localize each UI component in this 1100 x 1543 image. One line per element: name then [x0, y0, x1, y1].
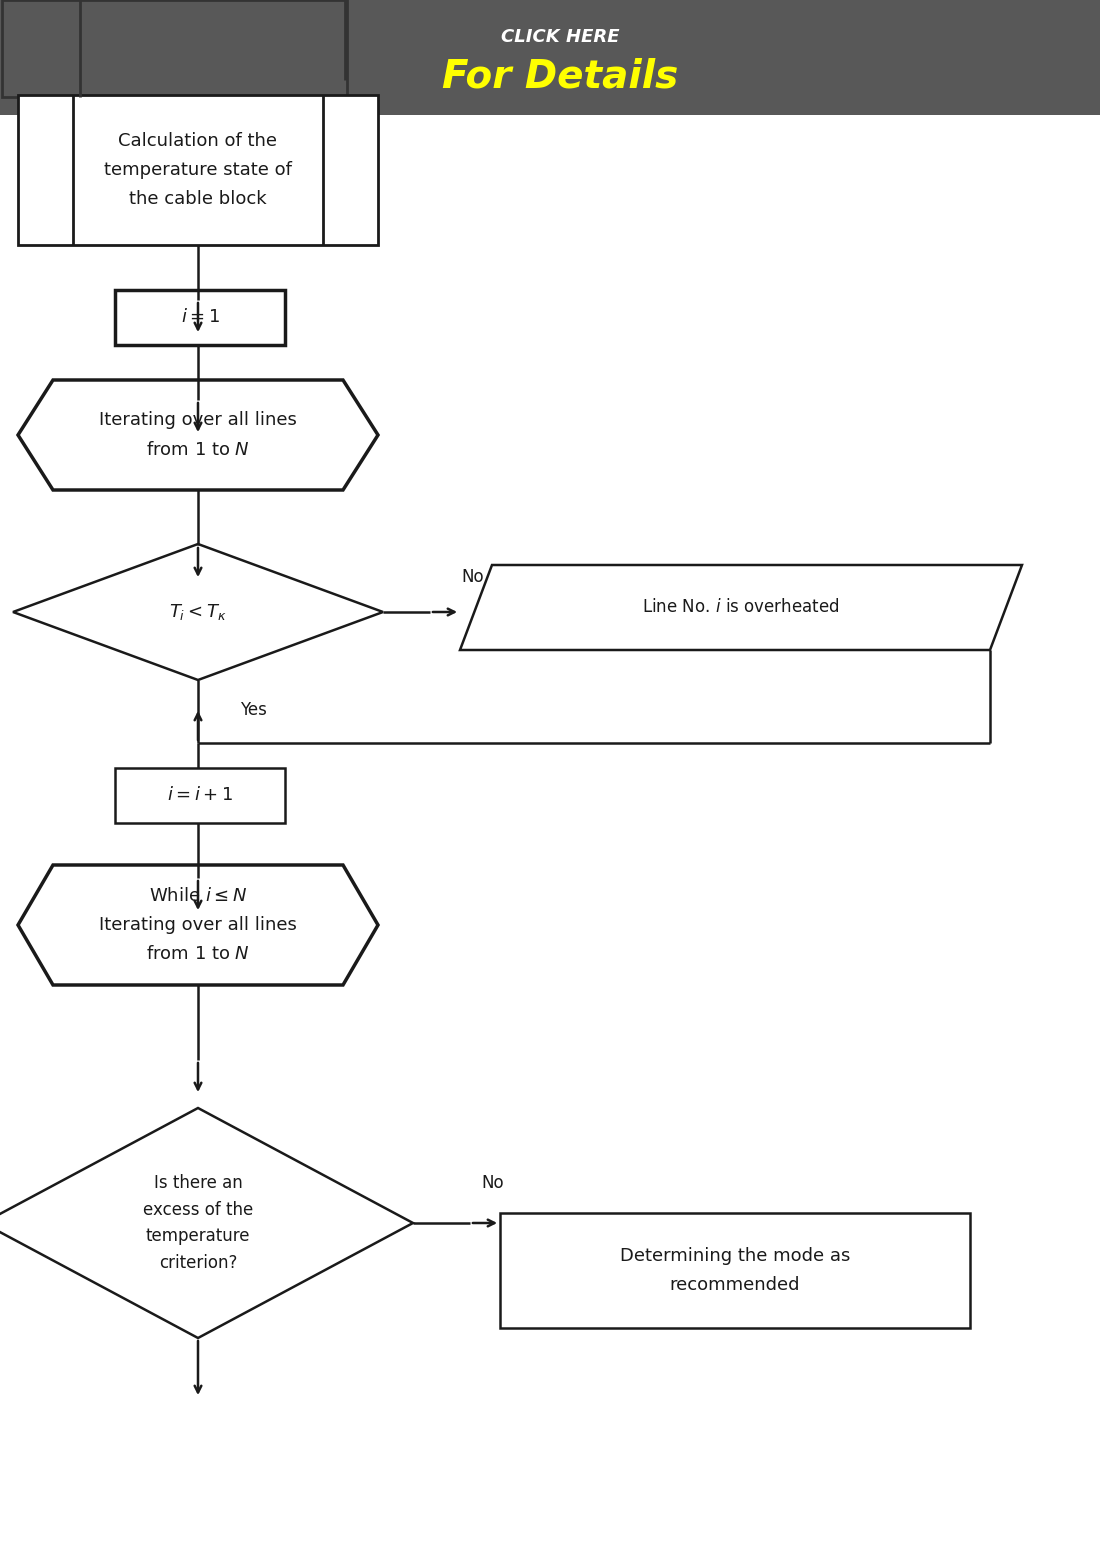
Bar: [2, 0, 346, 97]
Bar: [116, 290, 285, 346]
Text: No: No: [482, 1174, 504, 1193]
Text: Determining the mode as
recommended: Determining the mode as recommended: [619, 1247, 850, 1295]
Text: $T_i<T_\kappa$: $T_i<T_\kappa$: [169, 602, 227, 622]
Text: $i=1$: $i=1$: [180, 309, 219, 327]
Text: No: No: [462, 568, 484, 586]
Polygon shape: [18, 380, 378, 491]
Text: Iterating over all lines
from 1 to $N$: Iterating over all lines from 1 to $N$: [99, 412, 297, 458]
Text: Yes: Yes: [240, 701, 266, 719]
Text: Is there an
excess of the
temperature
criterion?: Is there an excess of the temperature cr…: [143, 1174, 253, 1271]
Text: While $i\leq N$
Iterating over all lines
from 1 to $N$: While $i\leq N$ Iterating over all lines…: [99, 887, 297, 963]
Polygon shape: [460, 565, 1022, 650]
Text: For Details: For Details: [442, 59, 678, 96]
Text: $i=i+1$: $i=i+1$: [167, 787, 233, 804]
Polygon shape: [0, 1108, 412, 1338]
Polygon shape: [18, 866, 378, 984]
Bar: [0, 0, 1100, 116]
Text: CLICK HERE: CLICK HERE: [500, 28, 619, 46]
Text: Line No. $i$ is overheated: Line No. $i$ is overheated: [642, 599, 839, 617]
Bar: [500, 1213, 970, 1329]
Polygon shape: [13, 545, 383, 680]
Bar: [116, 768, 285, 822]
Text: Calculation of the
temperature state of
the cable block: Calculation of the temperature state of …: [104, 131, 292, 208]
Bar: [18, 96, 378, 245]
